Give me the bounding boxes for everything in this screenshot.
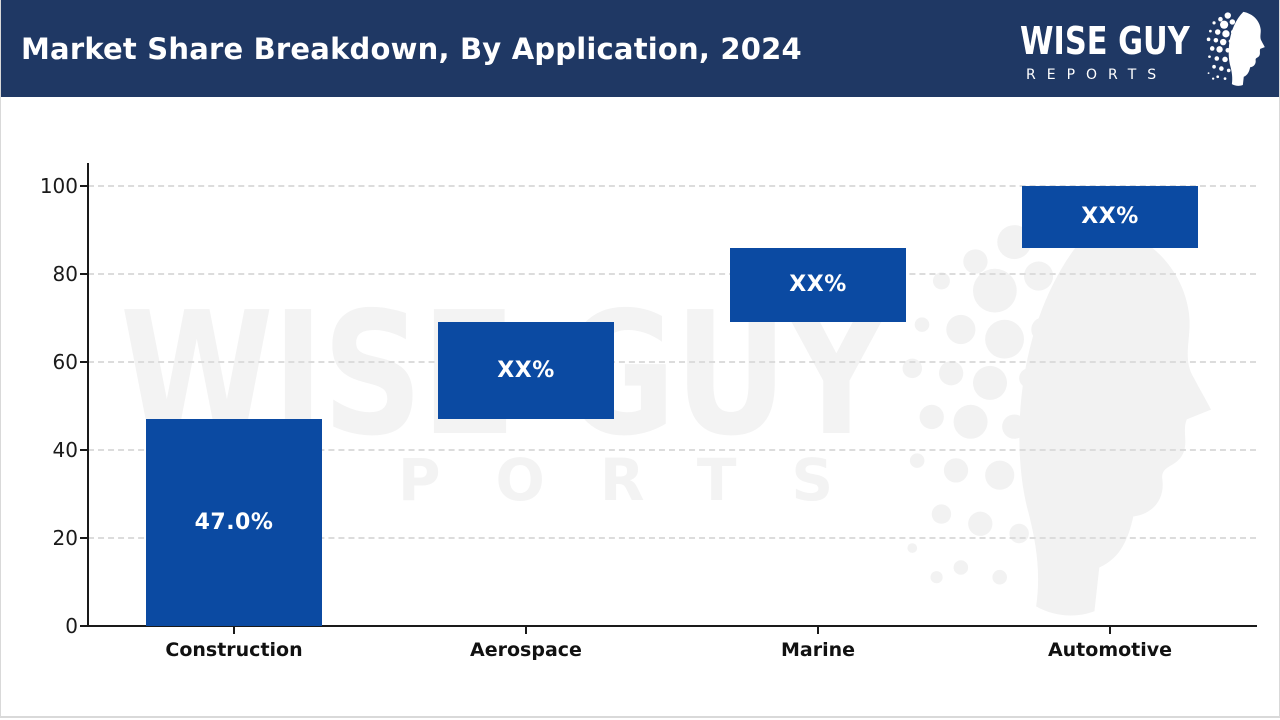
x-category-label: Automotive [1047,639,1173,661]
y-tick-mark [80,273,88,275]
gridline-40 [88,449,1256,451]
y-tick-mark [80,449,88,451]
logo: WISE GUY REPORTS [1020,5,1268,93]
gridline-100 [88,185,1256,187]
bar-marine: XX% [730,247,906,323]
y-tick-label: 0 [65,614,78,638]
y-tick-mark [80,625,88,627]
logo-wordmark: WISE GUY [1020,19,1190,63]
bar-value-label: XX% [1081,204,1139,230]
y-tick-label: 40 [52,438,78,462]
y-tick-label: 20 [52,526,78,550]
gridline-60 [88,361,1256,363]
gridline-20 [88,537,1256,539]
y-tick-label: 60 [52,350,78,374]
x-tick-mark [817,627,819,634]
bar-aerospace: XX% [438,322,614,420]
y-axis-line [87,163,89,627]
logo-face-icon [1204,9,1268,87]
y-tick-label: 100 [39,174,78,198]
watermark-line2: PORTS [398,446,889,514]
x-axis-line [87,625,1257,627]
x-category-label: Construction [165,639,303,661]
bar-value-label: XX% [789,272,847,298]
logo-subtext: REPORTS [1026,67,1168,83]
x-category-label: Marine [780,639,856,661]
bar-value-label: 47.0% [194,510,274,536]
y-tick-mark [80,361,88,363]
x-tick-mark [233,627,235,634]
header: Market Share Breakdown, By Application, … [0,0,1280,97]
y-tick-mark [80,185,88,187]
gridline-80 [88,273,1256,275]
bar-automotive: XX% [1022,186,1198,248]
y-tick-label: 80 [52,262,78,286]
x-category-label: Aerospace [470,639,582,661]
page-title: Market Share Breakdown, By Application, … [21,31,802,66]
x-tick-mark [1109,627,1111,634]
y-tick-mark [80,537,88,539]
x-tick-mark [525,627,527,634]
bar-value-label: XX% [497,358,555,384]
bar-construction: 47.0% [146,419,322,626]
